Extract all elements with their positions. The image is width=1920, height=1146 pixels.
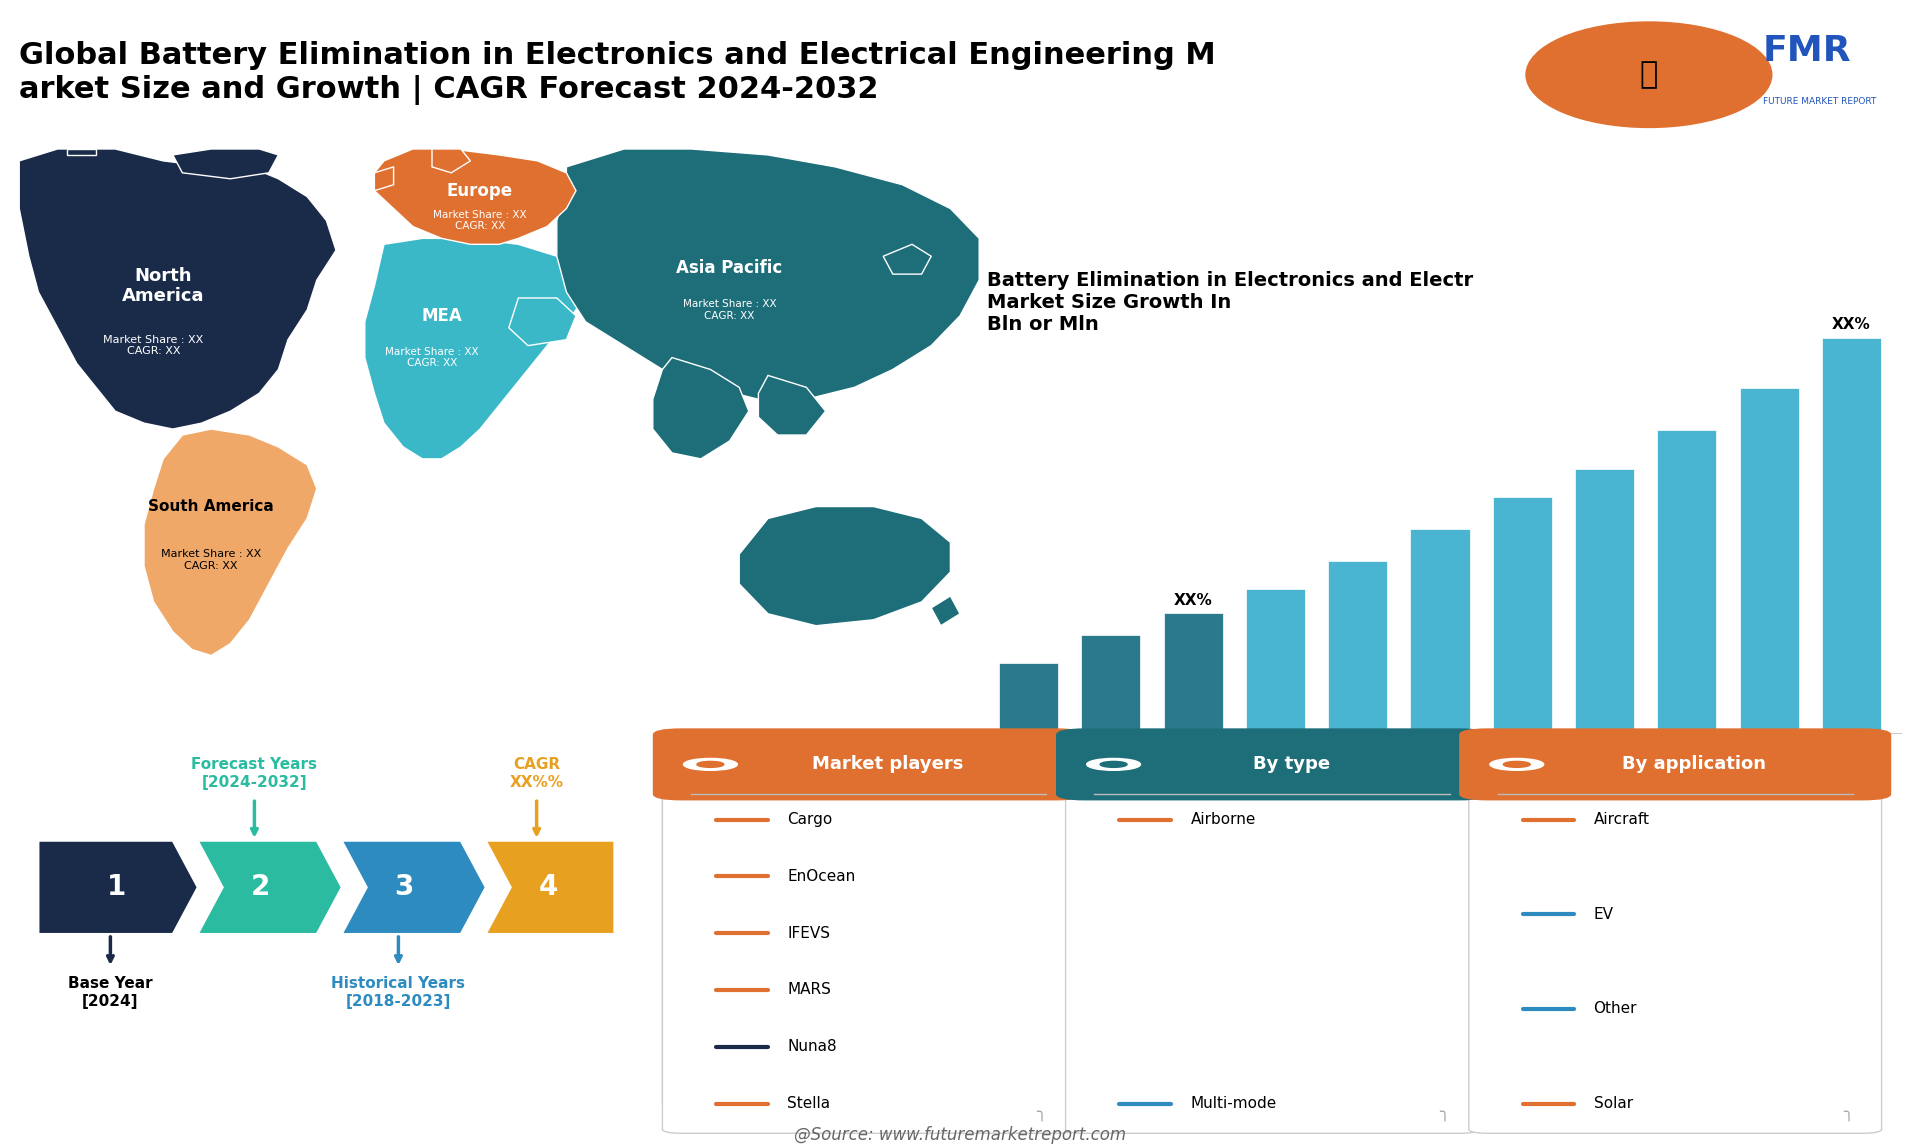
Text: 1: 1: [106, 873, 127, 902]
Text: XX%: XX%: [1832, 317, 1870, 332]
Text: Historical Years
[2018-2023]: Historical Years [2018-2023]: [332, 976, 465, 1008]
Text: Forecast Years
[2024-2032]: Forecast Years [2024-2032]: [192, 758, 317, 790]
Text: 📢: 📢: [1640, 61, 1659, 89]
Polygon shape: [653, 358, 749, 458]
Polygon shape: [173, 149, 278, 179]
Text: ╮: ╮: [1037, 1102, 1046, 1121]
Circle shape: [684, 759, 737, 770]
Text: Battery Elimination in Electronics and Electr
Market Size Growth In
Bln or Mln: Battery Elimination in Electronics and E…: [987, 272, 1473, 335]
Circle shape: [1526, 22, 1772, 127]
Text: Aircraft: Aircraft: [1594, 813, 1649, 827]
FancyBboxPatch shape: [1056, 729, 1488, 800]
Text: Market Share : XX
CAGR: XX: Market Share : XX CAGR: XX: [684, 299, 776, 321]
Text: Multi-mode: Multi-mode: [1190, 1096, 1277, 1112]
Polygon shape: [509, 298, 576, 346]
Polygon shape: [38, 841, 198, 934]
Bar: [1657, 430, 1716, 733]
Text: Nuna8: Nuna8: [787, 1039, 837, 1054]
Text: Market Share : XX
CAGR: XX: Market Share : XX CAGR: XX: [434, 210, 526, 231]
Bar: [1081, 635, 1140, 733]
Text: Market players: Market players: [812, 755, 964, 774]
Polygon shape: [486, 841, 614, 934]
Polygon shape: [342, 841, 486, 934]
Polygon shape: [144, 429, 317, 656]
Text: Market Share : XX
CAGR: XX: Market Share : XX CAGR: XX: [104, 335, 204, 356]
FancyBboxPatch shape: [653, 729, 1085, 800]
FancyBboxPatch shape: [1459, 729, 1891, 800]
Text: MARS: MARS: [787, 982, 831, 997]
Bar: [1822, 338, 1882, 733]
Polygon shape: [739, 507, 950, 626]
Polygon shape: [198, 841, 342, 934]
Text: MEA: MEA: [420, 307, 463, 324]
Text: XX%: XX%: [1173, 592, 1213, 607]
Polygon shape: [19, 149, 336, 429]
Text: Market Share : XX
CAGR: XX: Market Share : XX CAGR: XX: [386, 347, 478, 368]
Bar: [998, 662, 1058, 733]
Text: Cargo: Cargo: [787, 813, 833, 827]
Bar: [1246, 589, 1306, 733]
Circle shape: [697, 761, 724, 768]
Bar: [1329, 560, 1388, 733]
Polygon shape: [67, 149, 96, 155]
Text: Stella: Stella: [787, 1096, 829, 1112]
Text: Market Share : XX
CAGR: XX: Market Share : XX CAGR: XX: [161, 549, 261, 571]
Text: Solar: Solar: [1594, 1096, 1632, 1112]
Text: FUTURE MARKET REPORT: FUTURE MARKET REPORT: [1763, 96, 1876, 105]
Text: 2: 2: [250, 873, 271, 902]
Bar: [1740, 387, 1799, 733]
FancyBboxPatch shape: [1469, 790, 1882, 1133]
Text: FMR: FMR: [1763, 34, 1851, 68]
FancyBboxPatch shape: [662, 790, 1075, 1133]
Text: South America: South America: [148, 499, 275, 515]
Polygon shape: [758, 376, 826, 435]
Text: By type: By type: [1252, 755, 1331, 774]
Text: @Source: www.futuremarketreport.com: @Source: www.futuremarketreport.com: [795, 1125, 1125, 1144]
Text: Base Year
[2024]: Base Year [2024]: [67, 976, 154, 1008]
Circle shape: [1503, 761, 1530, 768]
Text: Other: Other: [1594, 1002, 1638, 1017]
Polygon shape: [557, 149, 979, 399]
Polygon shape: [883, 244, 931, 274]
Bar: [1574, 469, 1634, 733]
FancyBboxPatch shape: [1066, 790, 1478, 1133]
Circle shape: [1100, 761, 1127, 768]
Text: North
America: North America: [123, 267, 204, 306]
Bar: [1492, 497, 1551, 733]
Polygon shape: [365, 238, 586, 458]
Text: EnOcean: EnOcean: [787, 869, 856, 884]
Bar: [1164, 613, 1223, 733]
Text: 3: 3: [394, 873, 415, 902]
Text: EV: EV: [1594, 906, 1613, 921]
Circle shape: [1490, 759, 1544, 770]
Text: ╮: ╮: [1843, 1102, 1853, 1121]
Text: 4: 4: [538, 873, 559, 902]
Circle shape: [1087, 759, 1140, 770]
Text: Global Battery Elimination in Electronics and Electrical Engineering M
arket Siz: Global Battery Elimination in Electronic…: [19, 41, 1215, 104]
Text: Europe: Europe: [447, 182, 513, 199]
Text: CAGR
XX%%: CAGR XX%%: [509, 758, 564, 790]
Bar: [1411, 528, 1469, 733]
Polygon shape: [931, 596, 960, 626]
Text: Airborne: Airborne: [1190, 813, 1256, 827]
Polygon shape: [432, 149, 470, 173]
Text: By application: By application: [1622, 755, 1766, 774]
Polygon shape: [374, 149, 576, 244]
Polygon shape: [374, 167, 394, 190]
Text: Asia Pacific: Asia Pacific: [676, 259, 783, 277]
Text: ╮: ╮: [1440, 1102, 1450, 1121]
Text: IFEVS: IFEVS: [787, 926, 829, 941]
